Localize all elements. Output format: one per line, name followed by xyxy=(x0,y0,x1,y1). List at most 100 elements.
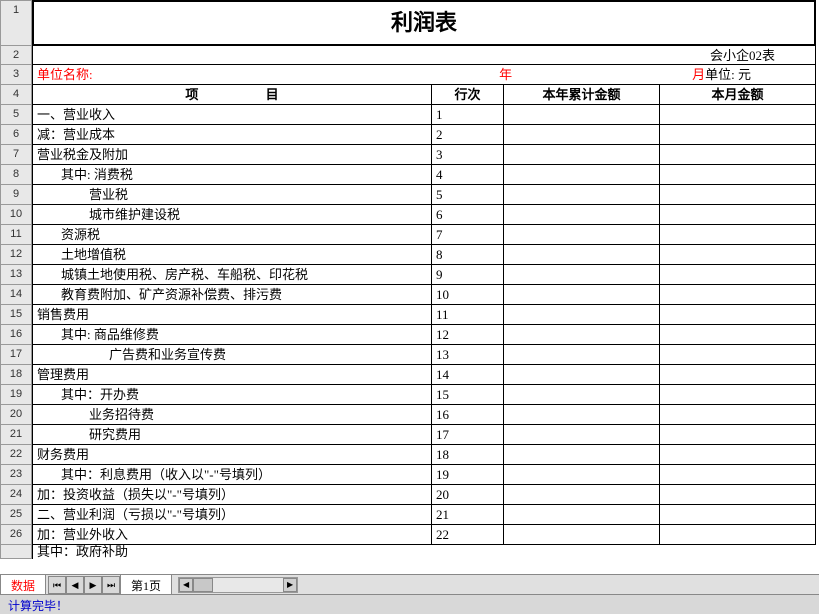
item-cell[interactable]: 研究费用 xyxy=(32,425,432,445)
ytd-amount-cell[interactable] xyxy=(504,265,660,285)
line-number-cell[interactable]: 11 xyxy=(432,305,504,325)
line-number-cell[interactable]: 3 xyxy=(432,145,504,165)
ytd-amount-cell[interactable] xyxy=(504,305,660,325)
row-number[interactable]: 3 xyxy=(0,65,32,85)
ytd-amount-cell[interactable] xyxy=(504,445,660,465)
line-number-cell[interactable]: 22 xyxy=(432,525,504,545)
line-number-cell[interactable]: 8 xyxy=(432,245,504,265)
ytd-amount-cell[interactable] xyxy=(504,145,660,165)
line-number-cell[interactable]: 18 xyxy=(432,445,504,465)
month-amount-cell[interactable] xyxy=(660,225,816,245)
item-cell[interactable]: 营业税金及附加 xyxy=(32,145,432,165)
item-cell[interactable]: 财务费用 xyxy=(32,445,432,465)
item-cell[interactable]: 二、营业利润（亏损以"-"号填列） xyxy=(32,505,432,525)
ytd-amount-cell[interactable] xyxy=(504,425,660,445)
item-cell[interactable]: 业务招待费 xyxy=(32,405,432,425)
line-number-cell[interactable]: 6 xyxy=(432,205,504,225)
line-number-cell[interactable]: 13 xyxy=(432,345,504,365)
month-amount-cell[interactable] xyxy=(660,145,816,165)
row-number[interactable]: 2 xyxy=(0,46,32,65)
month-amount-cell[interactable] xyxy=(660,345,816,365)
tab-nav-next-icon[interactable]: ▶ xyxy=(84,576,102,594)
row-number[interactable]: 16 xyxy=(0,325,32,345)
item-cell-partial[interactable]: 其中：政府补助 xyxy=(32,545,816,559)
title-cell[interactable]: 利润表 xyxy=(32,0,816,46)
row-number[interactable]: 25 xyxy=(0,505,32,525)
row-number[interactable]: 4 xyxy=(0,85,32,105)
line-number-cell[interactable]: 9 xyxy=(432,265,504,285)
item-cell[interactable]: 城镇土地使用税、房产税、车船税、印花税 xyxy=(32,265,432,285)
ytd-amount-cell[interactable] xyxy=(504,365,660,385)
horizontal-scrollbar[interactable]: ◀ ▶ xyxy=(178,577,298,593)
row-number[interactable]: 19 xyxy=(0,385,32,405)
ytd-amount-cell[interactable] xyxy=(504,185,660,205)
row-number[interactable]: 5 xyxy=(0,105,32,125)
tab-nav-last-icon[interactable]: ⏭ xyxy=(102,576,120,594)
row-number[interactable]: 15 xyxy=(0,305,32,325)
month-amount-cell[interactable] xyxy=(660,505,816,525)
item-cell[interactable]: 加：营业外收入 xyxy=(32,525,432,545)
ytd-amount-cell[interactable] xyxy=(504,385,660,405)
tab-nav-prev-icon[interactable]: ◀ xyxy=(66,576,84,594)
row-number[interactable]: 14 xyxy=(0,285,32,305)
item-cell[interactable]: 加：投资收益（损失以"-"号填列） xyxy=(32,485,432,505)
ytd-amount-cell[interactable] xyxy=(504,405,660,425)
month-amount-cell[interactable] xyxy=(660,465,816,485)
ytd-amount-cell[interactable] xyxy=(504,325,660,345)
line-number-cell[interactable]: 16 xyxy=(432,405,504,425)
sheet-tab-page1[interactable]: 第1页 xyxy=(120,574,172,596)
row-number[interactable]: 6 xyxy=(0,125,32,145)
row-number[interactable]: 7 xyxy=(0,145,32,165)
ytd-amount-cell[interactable] xyxy=(504,485,660,505)
ytd-amount-cell[interactable] xyxy=(504,245,660,265)
month-amount-cell[interactable] xyxy=(660,285,816,305)
form-code-row[interactable]: 会小企02表 xyxy=(32,46,816,65)
month-amount-cell[interactable] xyxy=(660,245,816,265)
row-number[interactable]: 13 xyxy=(0,265,32,285)
month-amount-cell[interactable] xyxy=(660,165,816,185)
row-number[interactable]: 17 xyxy=(0,345,32,365)
month-amount-cell[interactable] xyxy=(660,185,816,205)
line-number-cell[interactable]: 2 xyxy=(432,125,504,145)
item-cell[interactable]: 管理费用 xyxy=(32,365,432,385)
ytd-amount-cell[interactable] xyxy=(504,225,660,245)
item-cell[interactable]: 其中：开办费 xyxy=(32,385,432,405)
month-amount-cell[interactable] xyxy=(660,485,816,505)
month-amount-cell[interactable] xyxy=(660,385,816,405)
item-cell[interactable]: 土地增值税 xyxy=(32,245,432,265)
row-number[interactable]: 26 xyxy=(0,525,32,545)
line-number-cell[interactable]: 1 xyxy=(432,105,504,125)
month-amount-cell[interactable] xyxy=(660,305,816,325)
item-cell[interactable]: 其中: 商品维修费 xyxy=(32,325,432,345)
scroll-right-icon[interactable]: ▶ xyxy=(283,578,297,592)
line-number-cell[interactable]: 7 xyxy=(432,225,504,245)
line-number-cell[interactable]: 19 xyxy=(432,465,504,485)
item-cell[interactable]: 其中: 消费税 xyxy=(32,165,432,185)
ytd-amount-cell[interactable] xyxy=(504,505,660,525)
ytd-amount-cell[interactable] xyxy=(504,105,660,125)
tab-nav-first-icon[interactable]: ⏮ xyxy=(48,576,66,594)
item-cell[interactable]: 营业税 xyxy=(32,185,432,205)
row-number[interactable]: 21 xyxy=(0,425,32,445)
item-cell[interactable]: 销售费用 xyxy=(32,305,432,325)
line-number-cell[interactable]: 12 xyxy=(432,325,504,345)
row-number[interactable] xyxy=(0,545,32,559)
month-amount-cell[interactable] xyxy=(660,105,816,125)
ytd-amount-cell[interactable] xyxy=(504,205,660,225)
item-cell[interactable]: 教育费附加、矿产资源补偿费、排污费 xyxy=(32,285,432,305)
row-number[interactable]: 23 xyxy=(0,465,32,485)
scroll-left-icon[interactable]: ◀ xyxy=(179,578,193,592)
line-number-cell[interactable]: 5 xyxy=(432,185,504,205)
row-number[interactable]: 8 xyxy=(0,165,32,185)
item-cell[interactable]: 一、营业收入 xyxy=(32,105,432,125)
line-number-cell[interactable]: 20 xyxy=(432,485,504,505)
month-amount-cell[interactable] xyxy=(660,425,816,445)
line-number-cell[interactable]: 15 xyxy=(432,385,504,405)
item-cell[interactable]: 广告费和业务宣传费 xyxy=(32,345,432,365)
month-amount-cell[interactable] xyxy=(660,265,816,285)
row-number[interactable]: 12 xyxy=(0,245,32,265)
month-amount-cell[interactable] xyxy=(660,405,816,425)
month-amount-cell[interactable] xyxy=(660,525,816,545)
month-amount-cell[interactable] xyxy=(660,365,816,385)
row-number[interactable]: 24 xyxy=(0,485,32,505)
